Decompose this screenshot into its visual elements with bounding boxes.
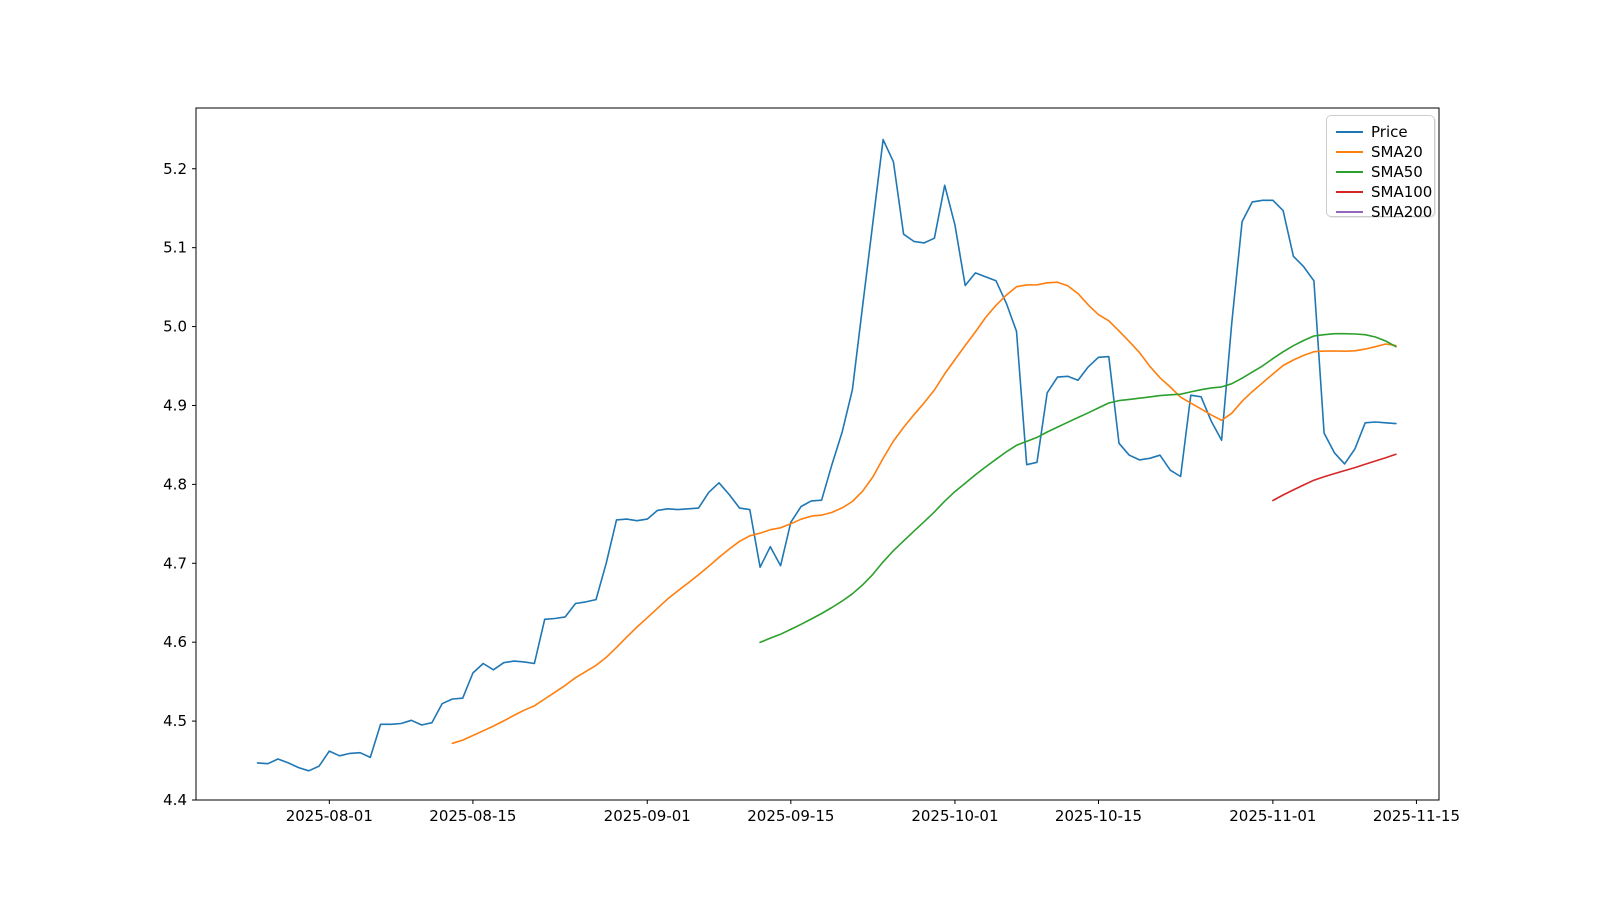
legend: Price SMA20 SMA50 SMA100 SMA200 [1326,115,1435,221]
legend-line-sample-sma20 [1336,151,1363,153]
legend-item-sma50: SMA50 [1336,162,1424,182]
series-line-sma20 [451,281,1397,745]
y-tick-label: 4.8 [163,475,187,493]
legend-label-sma20: SMA20 [1371,143,1423,161]
y-tick-label: 4.7 [163,554,187,572]
y-tick-label: 4.4 [163,791,187,809]
legend-item-price: Price [1336,122,1424,142]
x-tick-label: 2025-11-01 [1229,807,1316,825]
y-tick-label: 5.1 [163,239,187,257]
legend-item-sma200: SMA200 [1336,202,1432,222]
series-line-sma100 [1272,453,1397,502]
legend-line-sample-sma50 [1336,171,1363,173]
x-tick-label: 2025-11-15 [1373,807,1460,825]
y-tick-label: 4.9 [163,396,187,414]
legend-item-sma100: SMA100 [1336,182,1432,202]
legend-label-sma100: SMA100 [1371,183,1433,201]
legend-label-sma50: SMA50 [1371,163,1423,181]
legend-line-sample-sma200 [1336,211,1363,213]
legend-line-sample-price [1336,131,1363,133]
y-tick-label: 5.0 [163,318,187,336]
y-tick-label: 4.5 [163,712,187,730]
x-tick-label: 2025-09-15 [747,807,834,825]
x-tick-label: 2025-10-15 [1055,807,1142,825]
x-tick-label: 2025-10-01 [911,807,998,825]
legend-label-price: Price [1371,123,1408,141]
series-line-sma50 [759,332,1397,644]
series-line-price [256,138,1397,772]
y-tick-label: 4.6 [163,633,187,651]
legend-label-sma200: SMA200 [1371,203,1433,221]
legend-item-sma20: SMA20 [1336,142,1424,162]
legend-line-sample-sma100 [1336,191,1363,193]
x-tick-label: 2025-09-01 [604,807,691,825]
y-tick-label: 5.2 [163,160,187,178]
x-tick-label: 2025-08-01 [286,807,373,825]
axes-frame [195,107,1440,801]
x-tick-label: 2025-08-15 [429,807,516,825]
